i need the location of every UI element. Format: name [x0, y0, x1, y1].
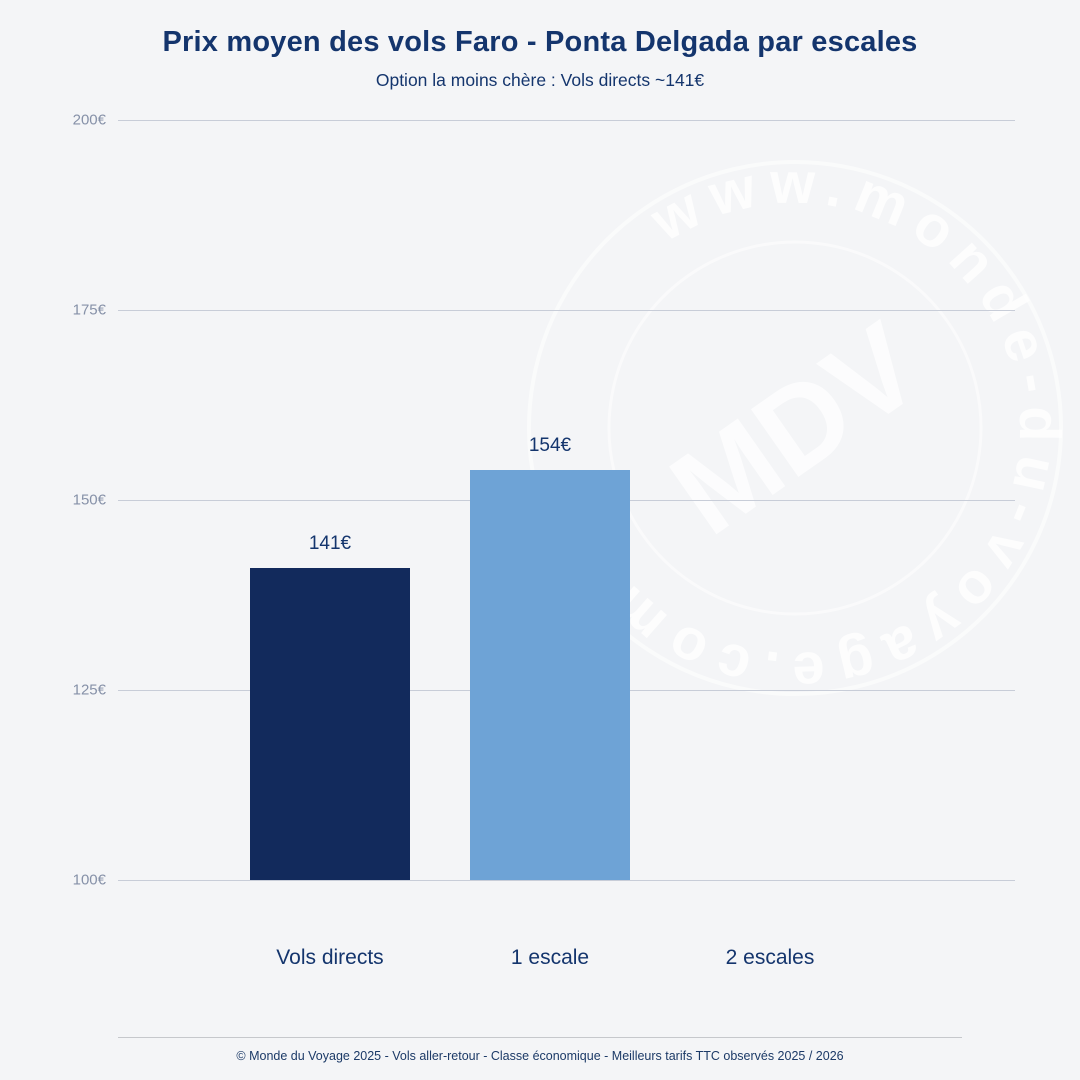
bar-1-escale	[470, 469, 630, 880]
gridline	[118, 310, 1015, 311]
x-axis-label-1-escale: 1 escale	[510, 946, 590, 969]
x-axis-label-vols-directs: Vols directs	[276, 946, 384, 969]
x-axis: Vols directs 1 escale 2 escales	[0, 946, 1080, 986]
bar-vols-directs	[250, 568, 410, 880]
y-axis-tick-label: 100€	[72, 871, 106, 889]
x-axis-label-2-escales: 2 escales	[725, 946, 815, 969]
plot-area: 100€ 125€ 150€ 175€ 200€ 141€ 154€	[73, 112, 1015, 889]
gridline	[118, 880, 1015, 881]
y-axis-tick-label: 150€	[72, 491, 106, 509]
chart-title: Prix moyen des vols Faro - Ponta Delgada…	[162, 26, 918, 58]
footer-text: © Monde du Voyage 2025 - Vols aller-reto…	[236, 1049, 844, 1063]
footer-divider	[118, 1037, 962, 1038]
y-axis-tick-label: 125€	[72, 681, 106, 699]
bar-value-label: 154€	[528, 434, 572, 456]
gridline	[118, 120, 1015, 121]
chart-header: Prix moyen des vols Faro - Ponta Delgada…	[0, 26, 1080, 91]
y-axis-tick-label: 200€	[72, 111, 106, 129]
bar-value-label: 141€	[308, 533, 352, 555]
y-axis-tick-label: 175€	[72, 301, 106, 319]
chart-subtitle: Option la moins chère : Vols directs ~14…	[375, 70, 705, 90]
